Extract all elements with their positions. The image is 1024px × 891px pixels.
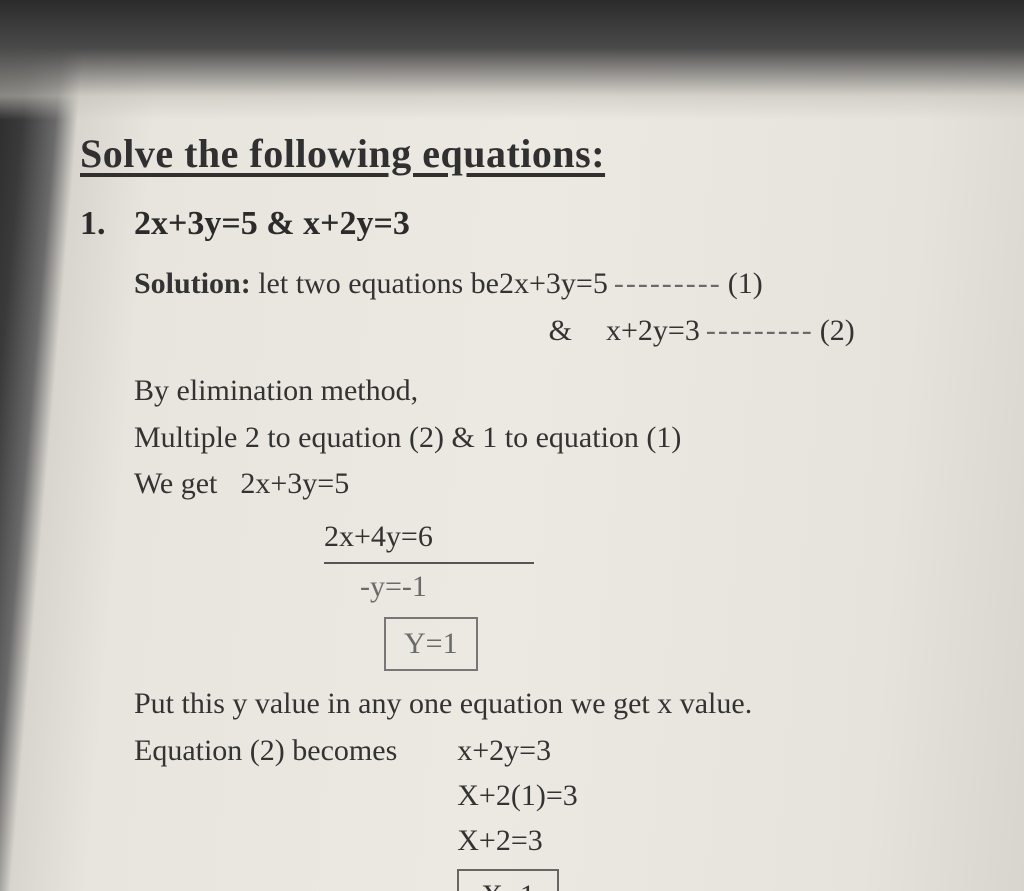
textbook-photo: Solve the following equations: 1. 2x+3y=… [0, 0, 1024, 891]
dash-fill-2: --------- [700, 308, 820, 355]
ampersand: & [134, 308, 584, 355]
substitution-step-2: X+2(1)=3 [457, 773, 577, 818]
page-content: Solve the following equations: 1. 2x+3y=… [80, 130, 994, 891]
dash-fill-1: --------- [608, 261, 728, 308]
put-value-line: Put this y value in any one equation we … [134, 681, 994, 728]
top-shadow [0, 0, 1024, 120]
work-eq-1: 2x+3y=5 [240, 467, 349, 500]
method-line: By elimination method, [134, 368, 994, 415]
substitution-block: Put this y value in any one equation we … [134, 681, 994, 891]
equation-1-tag: (1) [728, 261, 763, 308]
solution-block: Solution: let two equations be 2x+3y=5 -… [134, 261, 994, 891]
multiply-line: Multiple 2 to equation (2) & 1 to equati… [134, 415, 994, 462]
work-result: -y=-1 [324, 564, 427, 611]
boxed-y: Y=1 [384, 617, 478, 672]
equation-1: 2x+3y=5 [499, 261, 608, 308]
question-number: 1. [80, 205, 110, 243]
question-expression: 2x+3y=5 & x+2y=3 [134, 205, 410, 243]
substitution-step-1: x+2y=3 [457, 728, 577, 773]
elimination-work: 2x+4y=6 -y=-1 Y=1 [324, 514, 994, 672]
boxed-x: X=1 [457, 869, 559, 891]
we-get-label: We get [134, 467, 217, 500]
given-equations: Solution: let two equations be 2x+3y=5 -… [134, 261, 994, 354]
question-line: 1. 2x+3y=5 & x+2y=3 [80, 205, 994, 243]
substitution-step-3: X+2=3 [457, 818, 577, 863]
equation-becomes-label: Equation (2) becomes [134, 728, 397, 775]
work-eq-2: 2x+4y=6 [324, 514, 534, 565]
solution-label: Solution: [134, 267, 251, 300]
solution-lead-text: let two equations be [251, 267, 499, 300]
equation-2: x+2y=3 [606, 308, 700, 355]
section-heading: Solve the following equations: [80, 130, 994, 177]
equation-2-tag: (2) [820, 308, 855, 355]
